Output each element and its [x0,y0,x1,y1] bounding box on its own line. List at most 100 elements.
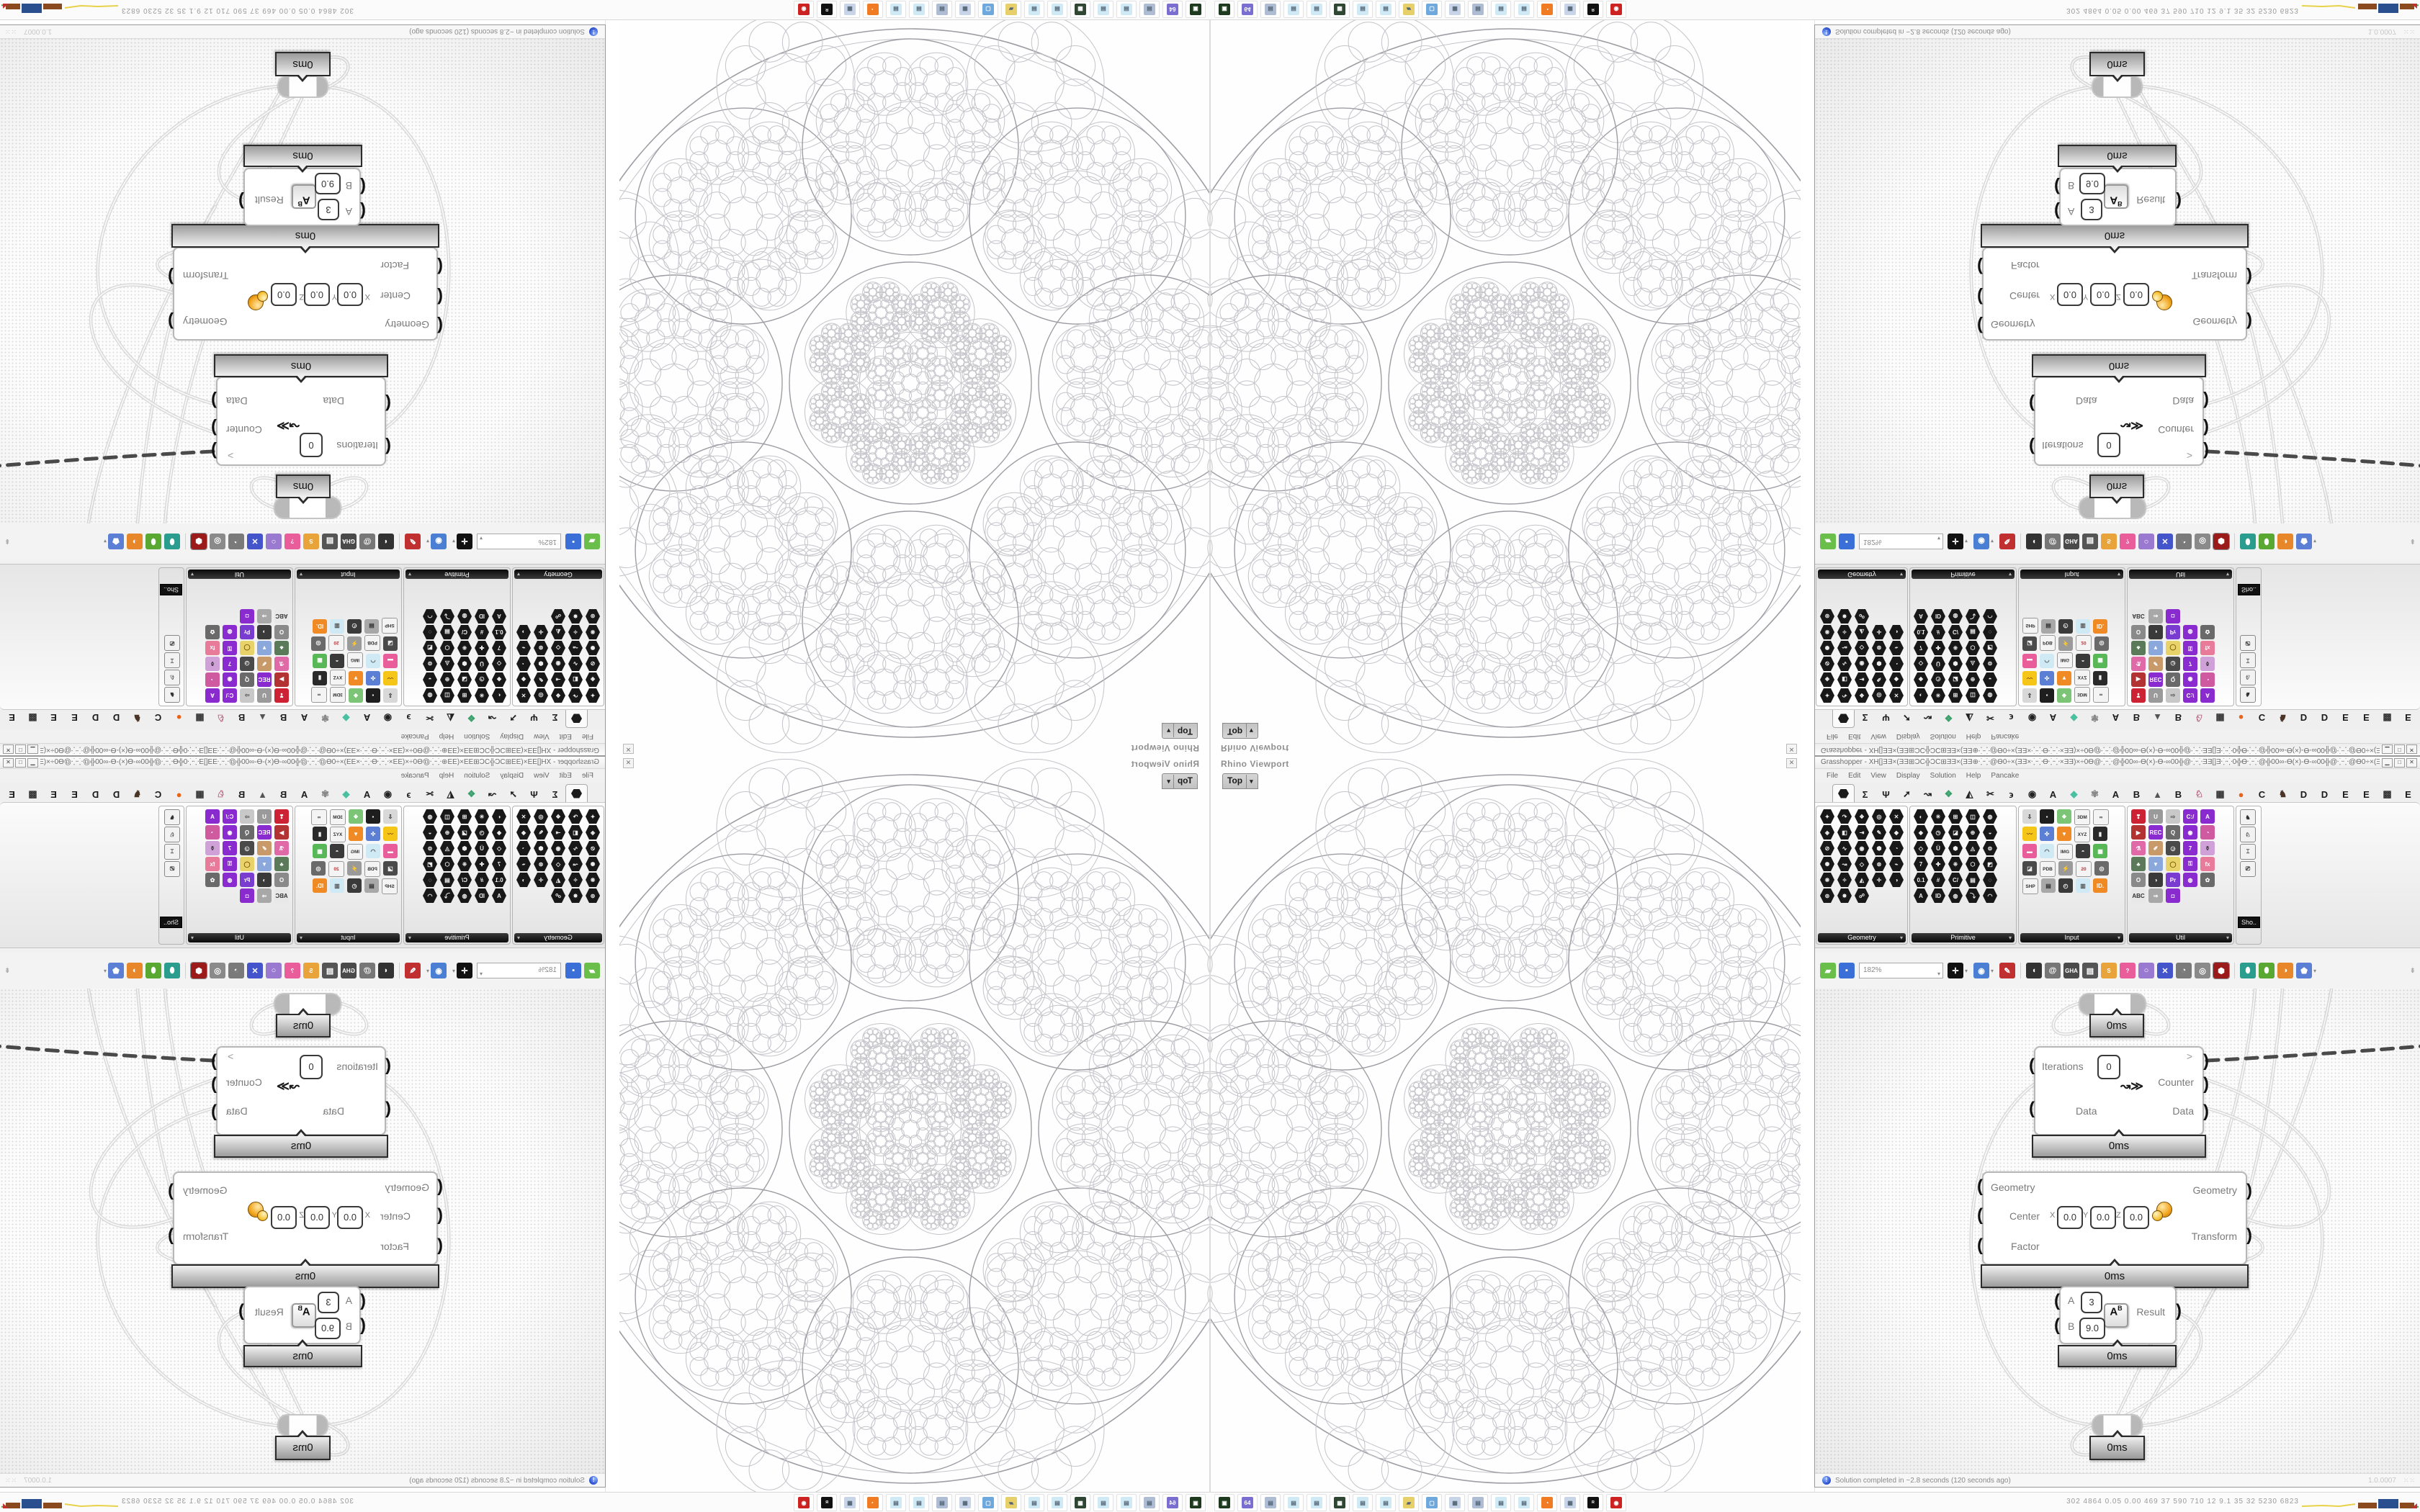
finder-icon[interactable]: S [303,963,319,978]
component-icon[interactable]: ❖ [2057,809,2071,824]
component-icon[interactable]: ◴ [2058,878,2073,893]
component-icon[interactable]: ⚱ [2200,657,2215,671]
ball-orange-icon[interactable]: ◑ [127,963,143,978]
printer-app[interactable]: ▤ [932,1494,952,1511]
component-icon[interactable]: Ü [1931,657,1945,671]
component-icon[interactable]: ◈ [1820,825,1834,840]
chevron-down-icon[interactable]: ▾ [517,571,521,577]
chevron-down-icon[interactable]: ▾ [300,571,303,577]
output-grip[interactable]: ) [2203,391,2209,410]
output-grip[interactable]: ) [238,1301,244,1320]
b-value-box[interactable]: 9.0 [2079,173,2105,194]
component-icon[interactable]: ⇩ [383,688,398,703]
a-value-box[interactable]: 3 [2081,1292,2102,1313]
menu-item-view[interactable]: View [534,771,550,780]
dna-icon[interactable]: ✕ [247,963,263,978]
component-icon[interactable]: ⚱ [205,841,220,855]
ribbon-tab-plugin-e3[interactable]: E [9,712,15,724]
menu-item-file[interactable]: File [581,732,593,741]
ribbon-tab-transform[interactable]: ϶ [2009,788,2014,800]
component-icon[interactable]: ◉ [1855,841,1869,855]
component-icon[interactable]: ▶ [2131,672,2146,687]
jewel-icon[interactable]: ⬢ [2213,533,2230,550]
menu-item-display[interactable]: Display [500,732,524,741]
ribbon-tab-plugin-dots[interactable]: ▩ [2383,788,2392,799]
component-icon[interactable]: PDB [364,635,380,651]
bulb-icon[interactable]: ○ [266,963,282,978]
ball-blue-icon[interactable]: ⬟ [108,963,124,978]
ribbon-tab-plugin-mountain[interactable]: ▲ [2153,712,2162,724]
chevron-down-icon[interactable]: ▾ [191,571,194,577]
component-icon[interactable]: ◈ [586,825,600,840]
ribbon-tab-plugin-d1[interactable]: D [2300,788,2308,800]
window-icon[interactable]: ▤ [2082,963,2098,978]
component-icon[interactable]: ♘ [2240,827,2256,842]
component-icon[interactable]: ▮ [313,827,327,841]
chevron-down-icon[interactable]: ▾ [2117,935,2120,941]
component-icon[interactable]: 3DM [330,809,346,825]
component-icon[interactable]: ⊛ [534,641,548,655]
component-icon[interactable]: ◌ [1983,625,1997,639]
ribbon-tab-plugin-dots[interactable]: ▩ [2383,713,2392,724]
close-icon[interactable]: ✕ [2406,744,2417,754]
component-icon[interactable]: ⇥ [1855,672,1869,687]
component-icon[interactable]: Q [240,672,254,687]
component-icon[interactable]: ❋ [1820,873,1834,887]
ribbon-tab-vector[interactable]: ➚ [509,713,517,724]
ribbon-tab-sets[interactable]: Ψ [1882,788,1890,800]
component-icon[interactable]: ◎ [311,636,326,651]
component-icon[interactable]: ⌶ [164,844,180,860]
component-icon[interactable]: ✣ [366,827,380,841]
ribbon-tab-plugin-e2[interactable]: E [2363,788,2370,800]
component-icon[interactable]: ▬ [383,654,398,668]
component-icon[interactable]: ⊜ [423,657,437,671]
component-icon[interactable]: ✿ [205,625,220,639]
rhino-app[interactable]: ᴿ [1583,1494,1603,1511]
display-settings-app[interactable]: ▢ [978,1,998,18]
component-icon[interactable]: ◬ [440,657,454,671]
chevron-down-icon[interactable]: ▾ [1965,538,1968,545]
component-icon[interactable]: ❋ [586,873,600,887]
component-icon[interactable]: A [205,688,220,703]
ribbon-tab-plugin-gem[interactable]: ◆ [342,713,350,724]
center-y-value[interactable]: 0.0 [304,283,330,306]
ribbon-tab-plugin-flower[interactable]: ✾ [321,713,329,724]
ribbon-tab-vector[interactable]: ➚ [1903,788,1911,799]
component-icon[interactable]: ↝ [1837,857,1852,871]
power-component[interactable]: ( ( ) A 3 AB B 9.0 Result [2054,1286,2182,1344]
menu-item-pancake[interactable]: Pancake [400,771,429,780]
component-icon[interactable]: ◫ [1966,688,1980,703]
ribbon-tab-plugin-gem[interactable]: ◆ [342,788,350,799]
maximize-icon[interactable]: □ [2394,758,2405,768]
ribbon-tab-maths[interactable]: Σ [552,712,558,724]
component-icon[interactable]: ◉ [551,841,565,855]
component-icon[interactable]: ✐ [257,657,272,671]
component-icon[interactable]: Pr [240,625,254,639]
component-icon[interactable]: ✣ [2040,671,2054,685]
ribbon-tab-plugin-grid[interactable]: ▦ [2215,713,2225,724]
component-icon[interactable]: ⇨ [240,809,254,824]
component-icon[interactable]: ▬ [2022,654,2037,668]
component-icon[interactable]: ◆ [492,825,506,840]
component-icon[interactable]: ▶ [274,825,289,840]
component-icon[interactable]: ◉ [223,825,237,840]
ribbon-tab-plugin-b1[interactable]: B [279,712,287,724]
ribbon-tab-plugin-e2[interactable]: E [50,712,57,724]
output-grip[interactable]: ) [2246,267,2252,287]
notepad-app[interactable]: ▤ [1491,1494,1511,1511]
component-icon[interactable]: ◉ [1855,657,1869,671]
ribbon-tab-curve[interactable]: ↝ [488,788,496,799]
maximize-icon[interactable]: □ [15,758,26,768]
ball-orange-icon[interactable]: ◑ [2277,963,2293,978]
palette-group-label[interactable]: Primitive ▾ [1912,570,2015,579]
component-icon[interactable]: ⎚ [164,635,180,651]
component-icon[interactable]: ◠ [366,844,380,858]
floppy-64-app[interactable]: 64 [1237,1494,1258,1511]
component-icon[interactable]: ▦ [313,654,327,668]
component-icon[interactable]: ◠ [1983,888,1997,903]
component-icon[interactable]: ◬ [1966,841,1980,855]
component-icon[interactable]: IMG [2057,652,2073,668]
palette-group-label[interactable]: Primitive ▾ [1912,933,2015,942]
component-icon[interactable]: O [274,873,289,887]
notepad-app[interactable]: ▤ [1283,1,1304,18]
